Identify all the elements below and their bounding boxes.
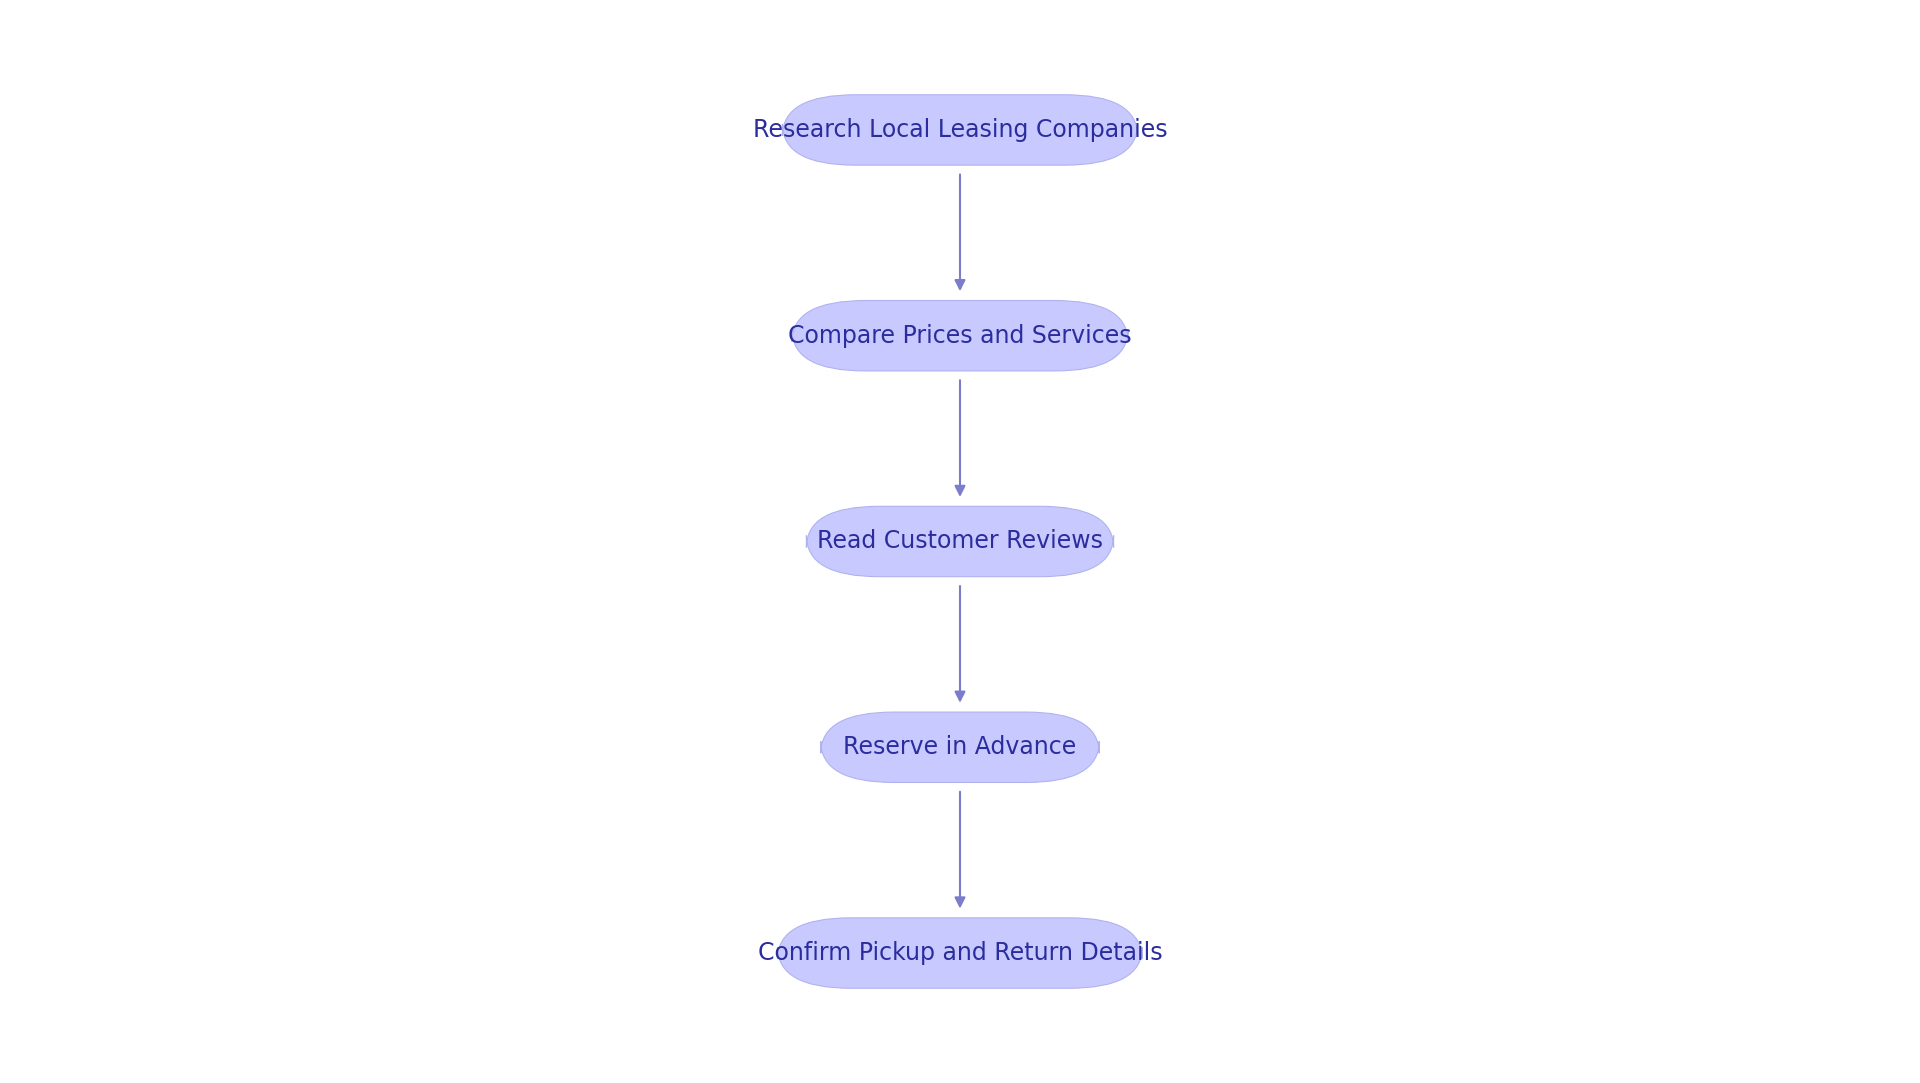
FancyBboxPatch shape [822,713,1098,782]
Text: Research Local Leasing Companies: Research Local Leasing Companies [753,118,1167,142]
Text: Reserve in Advance: Reserve in Advance [843,735,1077,759]
FancyBboxPatch shape [791,301,1127,370]
FancyBboxPatch shape [778,918,1142,988]
Text: Compare Prices and Services: Compare Prices and Services [789,324,1131,348]
FancyBboxPatch shape [783,95,1137,165]
Text: Confirm Pickup and Return Details: Confirm Pickup and Return Details [758,941,1162,965]
FancyBboxPatch shape [806,507,1114,576]
Text: Read Customer Reviews: Read Customer Reviews [818,530,1102,553]
